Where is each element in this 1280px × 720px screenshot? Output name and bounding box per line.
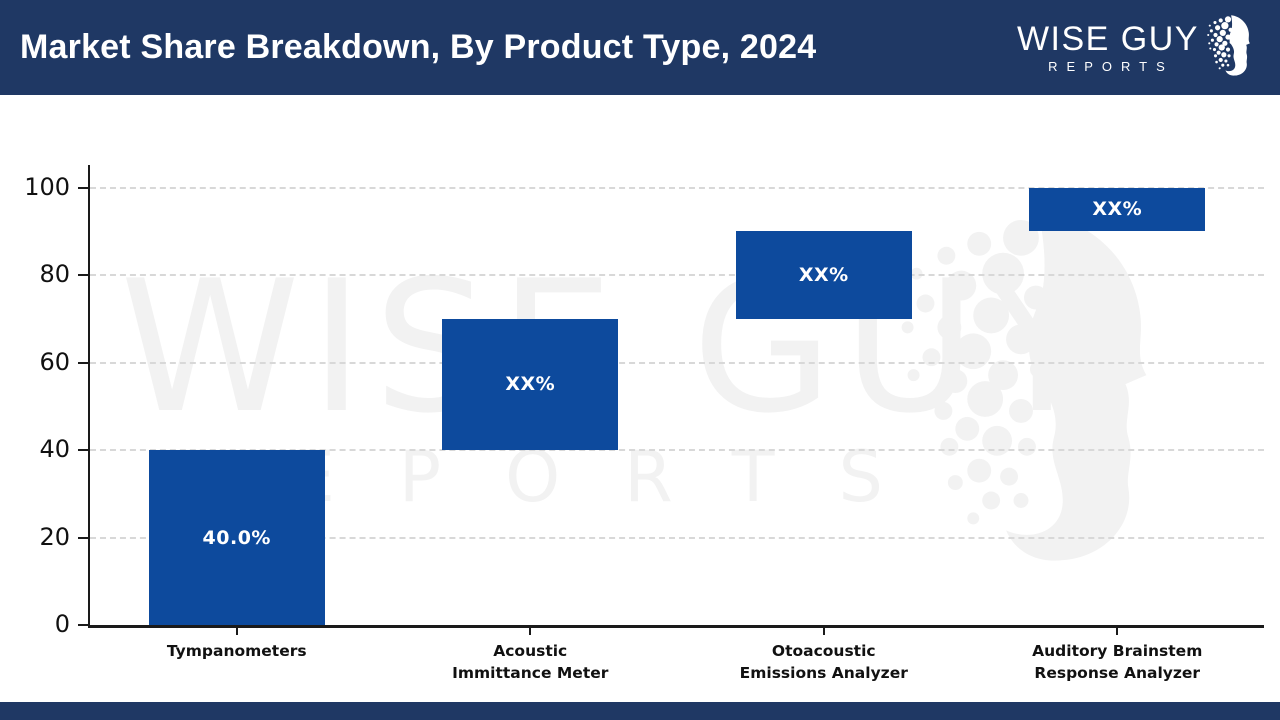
header-bar: Market Share Breakdown, By Product Type,… xyxy=(0,0,1280,95)
y-axis-tick-label: 80 xyxy=(39,260,70,288)
category-label: Auditory Brainstem Response Analyzer xyxy=(1032,642,1203,682)
wiseguy-logo: WISE GUY REPORTS xyxy=(1017,12,1254,84)
x-tick-mark xyxy=(822,628,825,635)
y-tick-mark xyxy=(78,186,88,189)
y-axis-tick-label: 100 xyxy=(24,172,70,201)
x-tick-mark xyxy=(1116,628,1119,635)
chart-title: Market Share Breakdown, By Product Type,… xyxy=(20,28,817,66)
gridline xyxy=(90,186,1264,189)
gridline xyxy=(90,361,1264,364)
category-label: Acoustic Immittance Meter xyxy=(452,642,609,682)
y-tick-mark xyxy=(78,274,88,276)
y-tick-mark xyxy=(78,361,88,364)
y-axis-tick-label: 0 xyxy=(54,610,70,638)
y-axis-tick-label: 40 xyxy=(39,435,70,463)
bar-value-label: XX% xyxy=(798,264,849,286)
gridline xyxy=(90,274,1264,276)
category-label: Otoacoustic Emissions Analyzer xyxy=(739,642,908,682)
x-tick-mark xyxy=(235,628,238,635)
logo-wordmark: WISE GUY xyxy=(1016,20,1199,58)
y-axis-tick-label: 20 xyxy=(39,522,70,551)
gridline xyxy=(90,536,1264,539)
bar: XX% xyxy=(442,318,619,450)
bar: XX% xyxy=(1029,187,1206,232)
logo-subtitle: REPORTS xyxy=(1048,59,1174,74)
y-axis-tick-label: 60 xyxy=(39,347,70,376)
bar-value-label: XX% xyxy=(505,373,556,396)
y-tick-mark xyxy=(78,449,88,451)
bar: 40.0% xyxy=(148,450,325,625)
bar-value-label: XX% xyxy=(1092,198,1143,221)
plot-area: 0 20 40 60 80 100 40.0% XX% XX% XX% Tympanometers A… xyxy=(24,165,1264,682)
category-label: Tympanometers xyxy=(166,642,307,660)
wiseguy-face-icon xyxy=(1202,12,1254,84)
bar-value-label: 40.0% xyxy=(202,526,271,549)
y-tick-mark xyxy=(78,624,88,626)
bar: XX% xyxy=(735,231,912,319)
gridline xyxy=(90,449,1264,451)
x-tick-mark xyxy=(529,628,532,635)
footer-bar xyxy=(0,702,1280,720)
y-tick-mark xyxy=(78,536,88,539)
